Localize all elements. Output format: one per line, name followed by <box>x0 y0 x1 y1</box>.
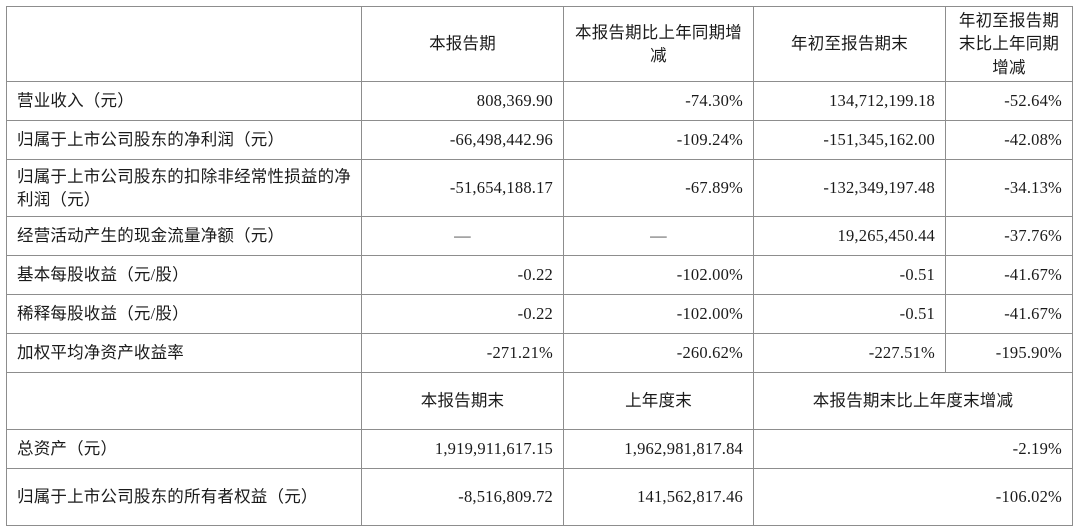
section1-header-row: 本报告期 本报告期比上年同期增减 年初至报告期末 年初至报告期末比上年同期增减 <box>6 6 1073 82</box>
row-cell: -0.22 <box>361 294 564 334</box>
row-cell: -195.90% <box>945 333 1073 373</box>
section1-header-col-ytd: 年初至报告期末 <box>753 6 946 82</box>
row-label: 稀释每股收益（元/股） <box>6 294 362 334</box>
row-label: 归属于上市公司股东的扣除非经常性损益的净利润（元） <box>6 159 362 217</box>
table-row: 基本每股收益（元/股） -0.22 -102.00% -0.51 -41.67% <box>6 255 1073 295</box>
row-cell: -151,345,162.00 <box>753 120 946 160</box>
row-cell: -74.30% <box>563 81 754 121</box>
row-cell: -106.02% <box>753 468 1073 526</box>
row-label: 经营活动产生的现金流量净额（元） <box>6 216 362 256</box>
section2-header-col-prior-year-end: 上年度末 <box>563 372 754 430</box>
row-cell: -0.51 <box>753 255 946 295</box>
table-row: 归属于上市公司股东的净利润（元） -66,498,442.96 -109.24%… <box>6 120 1073 160</box>
row-cell: -0.51 <box>753 294 946 334</box>
section2-header-col-change: 本报告期末比上年度末增减 <box>753 372 1073 430</box>
row-cell: -102.00% <box>563 294 754 334</box>
row-cell: -41.67% <box>945 255 1073 295</box>
row-label: 归属于上市公司股东的所有者权益（元） <box>6 468 362 526</box>
financial-summary-table-container: 本报告期 本报告期比上年同期增减 年初至报告期末 年初至报告期末比上年同期增减 … <box>6 6 1073 526</box>
row-cell: -227.51% <box>753 333 946 373</box>
row-cell: -37.76% <box>945 216 1073 256</box>
row-cell: -8,516,809.72 <box>361 468 564 526</box>
section2-header-row: 本报告期末 上年度末 本报告期末比上年度末增减 <box>6 372 1073 430</box>
financial-summary-table: 本报告期 本报告期比上年同期增减 年初至报告期末 年初至报告期末比上年同期增减 … <box>6 6 1073 526</box>
section2-header-col-period-end: 本报告期末 <box>361 372 564 430</box>
row-label: 总资产（元） <box>6 429 362 469</box>
row-label: 基本每股收益（元/股） <box>6 255 362 295</box>
row-label: 营业收入（元） <box>6 81 362 121</box>
section2-header-corner <box>6 372 362 430</box>
table-row: 加权平均净资产收益率 -271.21% -260.62% -227.51% -1… <box>6 333 1073 373</box>
row-cell: -52.64% <box>945 81 1073 121</box>
row-cell: -51,654,188.17 <box>361 159 564 217</box>
row-cell: -42.08% <box>945 120 1073 160</box>
row-cell: -271.21% <box>361 333 564 373</box>
row-cell: -41.67% <box>945 294 1073 334</box>
row-cell: -67.89% <box>563 159 754 217</box>
table-row: 营业收入（元） 808,369.90 -74.30% 134,712,199.1… <box>6 81 1073 121</box>
row-cell-empty: — <box>361 216 564 256</box>
row-label: 归属于上市公司股东的净利润（元） <box>6 120 362 160</box>
table-row: 经营活动产生的现金流量净额（元） — — 19,265,450.44 -37.7… <box>6 216 1073 256</box>
row-cell: 808,369.90 <box>361 81 564 121</box>
row-cell: -0.22 <box>361 255 564 295</box>
table-row: 归属于上市公司股东的扣除非经常性损益的净利润（元） -51,654,188.17… <box>6 159 1073 217</box>
row-cell: -132,349,197.48 <box>753 159 946 217</box>
row-cell: -102.00% <box>563 255 754 295</box>
row-cell: 1,919,911,617.15 <box>361 429 564 469</box>
row-cell: -66,498,442.96 <box>361 120 564 160</box>
row-cell: -109.24% <box>563 120 754 160</box>
row-cell: 134,712,199.18 <box>753 81 946 121</box>
row-cell: 141,562,817.46 <box>563 468 754 526</box>
row-cell: -2.19% <box>753 429 1073 469</box>
row-cell-empty: — <box>563 216 754 256</box>
table-row: 稀释每股收益（元/股） -0.22 -102.00% -0.51 -41.67% <box>6 294 1073 334</box>
table-row: 总资产（元） 1,919,911,617.15 1,962,981,817.84… <box>6 429 1073 469</box>
row-cell: 1,962,981,817.84 <box>563 429 754 469</box>
row-cell: 19,265,450.44 <box>753 216 946 256</box>
section1-header-col-current-period-yoy: 本报告期比上年同期增减 <box>563 6 754 82</box>
section1-header-col-ytd-yoy: 年初至报告期末比上年同期增减 <box>945 6 1073 82</box>
section1-header-corner <box>6 6 362 82</box>
row-label: 加权平均净资产收益率 <box>6 333 362 373</box>
table-row: 归属于上市公司股东的所有者权益（元） -8,516,809.72 141,562… <box>6 468 1073 526</box>
row-cell: -34.13% <box>945 159 1073 217</box>
section1-header-col-current-period: 本报告期 <box>361 6 564 82</box>
row-cell: -260.62% <box>563 333 754 373</box>
